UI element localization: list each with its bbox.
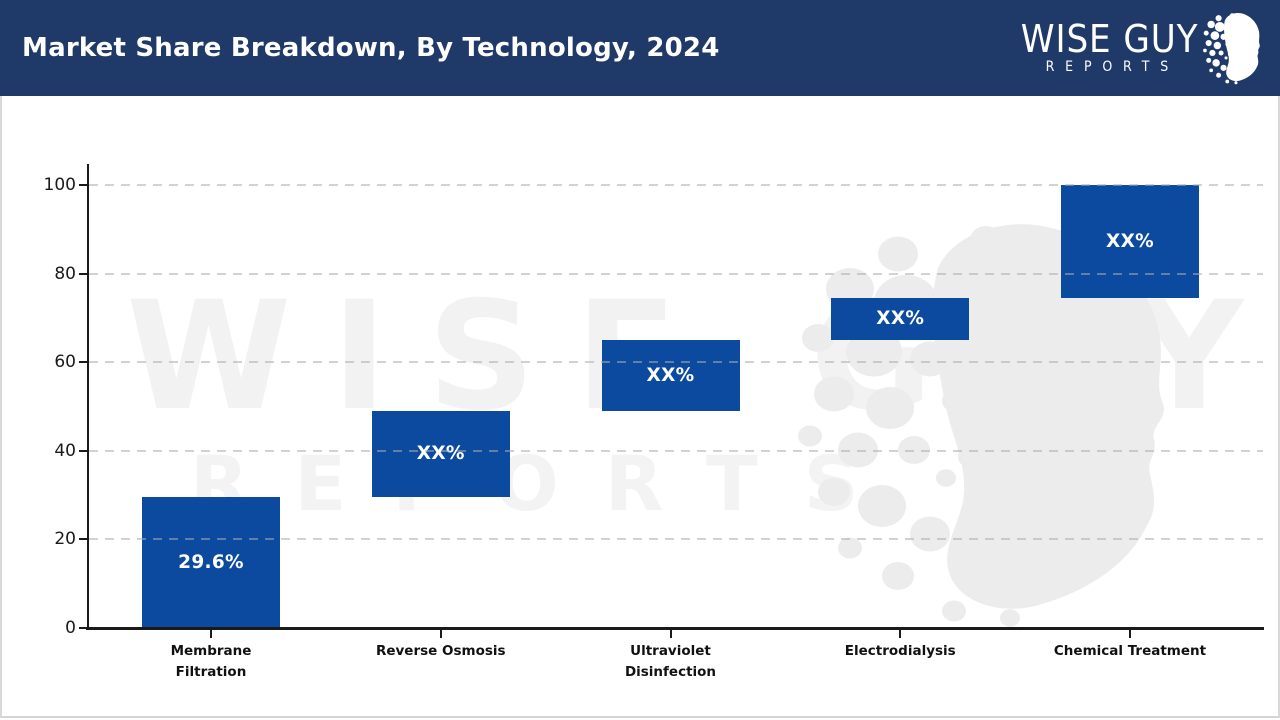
logo-wordmark: WISE GUY: [1020, 17, 1198, 62]
y-gridline: [89, 184, 1263, 186]
y-tick-mark: [79, 361, 87, 364]
y-gridline: [89, 272, 1263, 275]
y-tick-mark: [79, 184, 87, 186]
y-tick-label: 60: [54, 352, 76, 373]
y-tick-mark: [79, 538, 87, 541]
y-axis-line: [87, 164, 89, 629]
y-tick-label: 40: [54, 440, 76, 461]
x-tick-mark: [669, 630, 672, 638]
chart-bar: XX%: [1061, 185, 1199, 298]
y-tick-mark: [79, 627, 87, 629]
y-gridline: [89, 449, 1263, 452]
x-tick-mark: [1129, 630, 1131, 638]
y-tick-label: 100: [43, 175, 76, 195]
x-category-label: Chemical Treatment: [1053, 643, 1207, 659]
logo-text: WISE GUY REPORTS: [1020, 17, 1198, 76]
x-category-label: Membrane Filtration: [170, 643, 252, 680]
chart-bar: 29.6%: [142, 496, 280, 628]
x-category-label: Electrodialysis: [844, 643, 956, 659]
y-tick-mark: [79, 449, 87, 452]
chart-bar: XX%: [601, 340, 740, 411]
y-gridline: [89, 361, 1263, 364]
watermark-reports: REPORTS: [190, 439, 905, 528]
bar-value-label: XX%: [876, 308, 925, 330]
x-tick-mark: [439, 630, 442, 638]
y-tick-label: 20: [54, 529, 76, 550]
bar-value-label: XX%: [646, 364, 695, 386]
logo-head-icon: [1200, 8, 1262, 88]
chart-bar: XX%: [371, 410, 510, 497]
header-bar: Market Share Breakdown, By Technology, 2…: [0, 0, 1280, 96]
x-category-label: Reverse Osmosis: [375, 643, 506, 659]
y-tick-mark: [79, 272, 87, 275]
y-gridline: [89, 538, 1263, 541]
x-tick-mark: [210, 630, 212, 638]
logo-subtitle: REPORTS: [1045, 59, 1179, 76]
chart-bar: XX%: [831, 297, 970, 341]
bar-value-label: 29.6%: [178, 551, 244, 573]
x-category-label: Ultraviolet Disinfection: [624, 643, 717, 680]
bar-value-label: XX%: [1106, 230, 1154, 252]
x-axis-line: [86, 627, 1264, 630]
x-tick-mark: [899, 630, 902, 638]
page-title: Market Share Breakdown, By Technology, 2…: [22, 33, 720, 63]
y-tick-label: 80: [54, 263, 76, 284]
wiseguy-logo: WISE GUY REPORTS: [1001, 8, 1262, 88]
bar-value-label: XX%: [416, 443, 465, 465]
y-tick-label: 0: [65, 618, 76, 638]
